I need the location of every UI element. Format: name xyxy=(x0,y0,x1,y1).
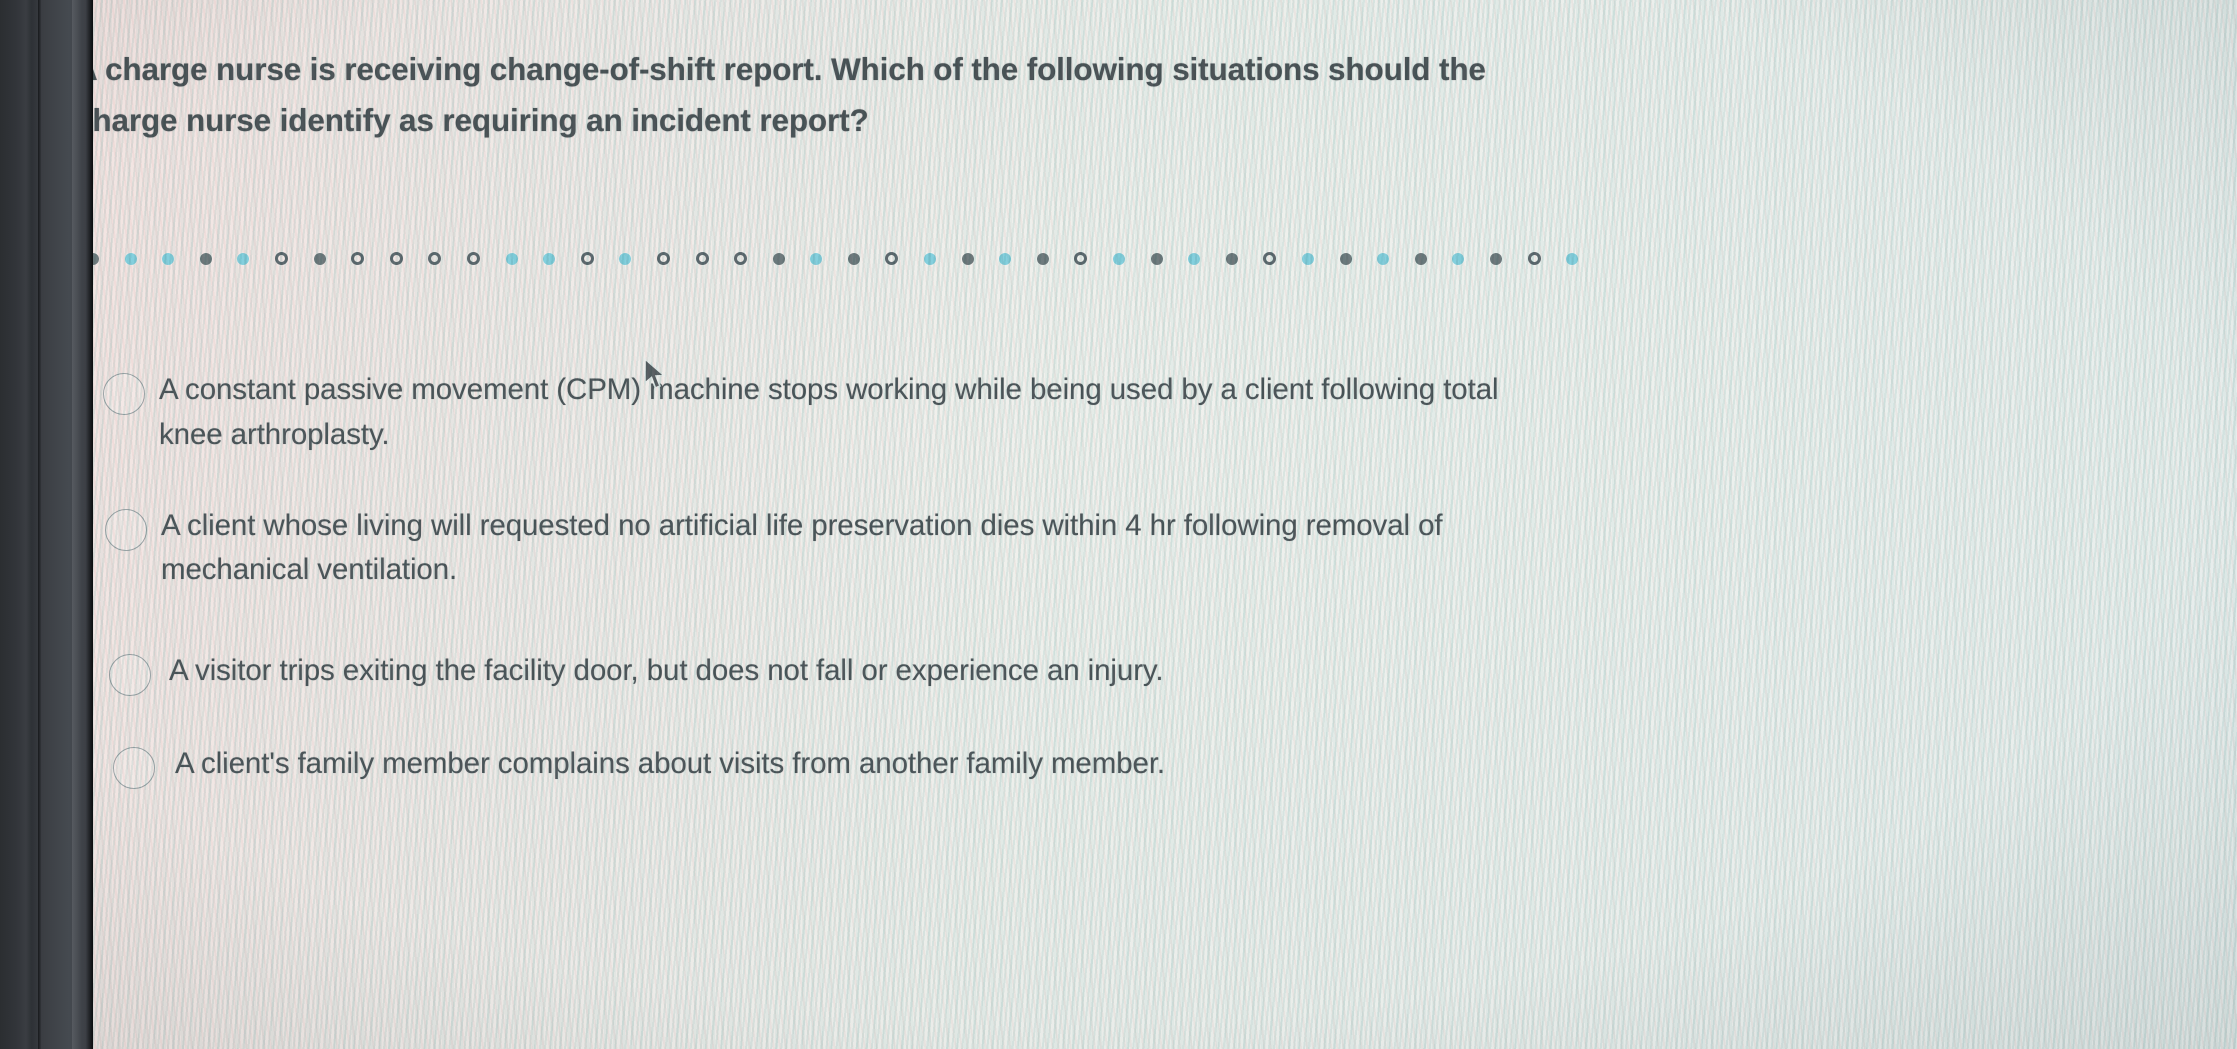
progress-dot[interactable] xyxy=(162,252,175,265)
answer-option-d[interactable]: A client's family member complains about… xyxy=(103,742,1523,790)
progress-dot[interactable] xyxy=(1527,252,1541,265)
monitor-bezel xyxy=(0,0,93,1049)
radio-button-a[interactable] xyxy=(103,373,145,415)
progress-dot[interactable] xyxy=(1489,252,1502,265)
progress-dot[interactable] xyxy=(847,252,860,265)
progress-dot[interactable] xyxy=(313,252,326,265)
answer-option-b-label: A client whose living will requested no … xyxy=(161,508,1443,587)
progress-dot[interactable] xyxy=(505,252,518,265)
progress-dot[interactable] xyxy=(695,252,709,265)
progress-dot[interactable] xyxy=(1414,252,1427,265)
progress-dot[interactable] xyxy=(656,252,670,265)
answer-option-a-label: A constant passive movement (CPM) machin… xyxy=(159,373,1499,451)
progress-dot[interactable] xyxy=(237,252,250,265)
progress-dot[interactable] xyxy=(1074,252,1088,265)
progress-dot[interactable] xyxy=(93,252,99,265)
progress-dot[interactable] xyxy=(734,252,748,265)
progress-dot[interactable] xyxy=(961,252,974,265)
progress-dot[interactable] xyxy=(428,252,442,265)
radio-button-d[interactable] xyxy=(113,747,155,790)
radio-button-c[interactable] xyxy=(109,654,151,697)
progress-dot[interactable] xyxy=(580,252,594,265)
progress-dot[interactable] xyxy=(1377,252,1390,265)
progress-dot[interactable] xyxy=(810,252,823,265)
screen-area: A charge nurse is receiving change-of-sh… xyxy=(93,0,2237,1049)
answer-option-c[interactable]: A visitor trips exiting the facility doo… xyxy=(103,649,1523,697)
progress-dot[interactable] xyxy=(1113,252,1126,265)
progress-dot[interactable] xyxy=(885,252,899,265)
radio-button-b[interactable] xyxy=(105,508,147,551)
progress-dot[interactable] xyxy=(1263,252,1277,265)
progress-dot[interactable] xyxy=(199,252,212,265)
progress-dot[interactable] xyxy=(1302,252,1314,265)
progress-dot[interactable] xyxy=(1150,252,1163,265)
progress-dot[interactable] xyxy=(1566,252,1579,265)
progress-dot[interactable] xyxy=(924,252,937,265)
answer-options-list: A constant passive movement (CPM) machin… xyxy=(103,368,1523,835)
question-stem: A charge nurse is receiving change-of-sh… xyxy=(93,51,1486,139)
answer-option-c-label: A visitor trips exiting the facility doo… xyxy=(169,654,1164,688)
progress-dot[interactable] xyxy=(772,252,785,265)
progress-dot[interactable] xyxy=(1036,252,1049,265)
question-progress-dots[interactable] xyxy=(93,252,2237,265)
progress-dot[interactable] xyxy=(619,252,632,265)
bezel-highlight xyxy=(72,0,82,1049)
progress-dot[interactable] xyxy=(1225,252,1238,265)
progress-dot[interactable] xyxy=(351,252,365,265)
progress-dot[interactable] xyxy=(1188,252,1201,265)
answer-option-b[interactable]: A client whose living will requested no … xyxy=(103,504,1523,594)
quiz-content: A charge nurse is receiving change-of-sh… xyxy=(93,0,2237,1049)
progress-dot[interactable] xyxy=(1452,252,1465,265)
progress-dot[interactable] xyxy=(274,252,288,265)
progress-dot[interactable] xyxy=(1339,252,1352,265)
progress-dot[interactable] xyxy=(124,252,137,265)
bezel-seam xyxy=(38,0,41,1049)
progress-dot[interactable] xyxy=(466,252,480,265)
progress-dot[interactable] xyxy=(543,252,556,265)
progress-dot[interactable] xyxy=(389,252,403,265)
progress-dot[interactable] xyxy=(999,252,1012,265)
answer-option-d-label: A client's family member complains about… xyxy=(175,747,1166,781)
answer-option-a[interactable]: A constant passive movement (CPM) machin… xyxy=(103,368,1523,458)
